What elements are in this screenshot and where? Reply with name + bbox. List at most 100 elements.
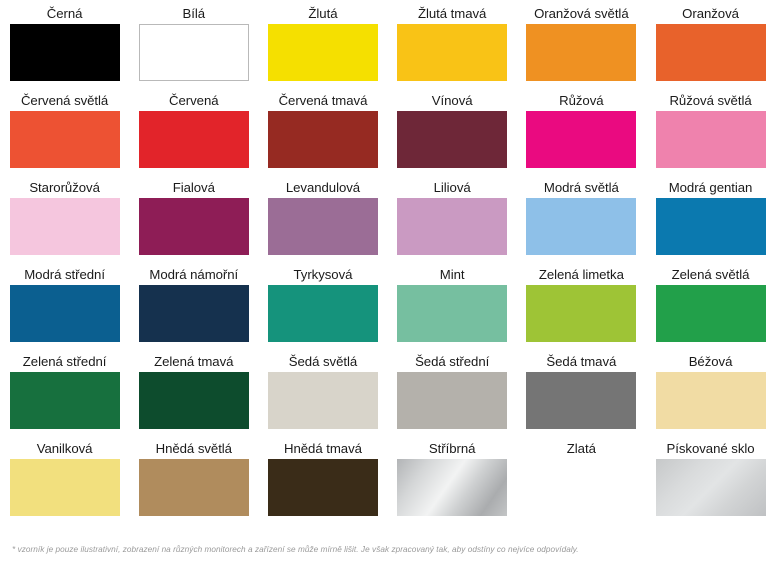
swatch-label: Béžová <box>688 354 733 370</box>
swatch-cell[interactable]: Hnědá tmavá <box>258 439 387 526</box>
swatch-cell[interactable]: Červená tmavá <box>258 91 387 178</box>
swatch-cell[interactable]: Zlatá <box>517 439 646 526</box>
swatch-cell[interactable]: Pískované sklo <box>646 439 775 526</box>
swatch-color-chip[interactable] <box>397 372 508 429</box>
swatch-color-chip[interactable] <box>397 459 508 516</box>
swatch-cell[interactable]: Modrá gentian <box>646 178 775 265</box>
swatch-color-chip[interactable] <box>267 24 378 81</box>
swatch-color-chip[interactable] <box>526 111 637 168</box>
swatch-color-chip[interactable] <box>655 198 766 255</box>
swatch-label: Růžová světlá <box>669 93 752 109</box>
swatch-color-chip[interactable] <box>138 24 249 81</box>
swatch-cell[interactable]: Oranžová světlá <box>517 4 646 91</box>
swatch-label: Vanilková <box>36 441 93 457</box>
swatch-cell[interactable]: Stříbrná <box>388 439 517 526</box>
swatch-cell[interactable]: Červená <box>129 91 258 178</box>
swatch-label: Modrá námořní <box>149 267 239 283</box>
swatch-color-chip[interactable] <box>267 459 378 516</box>
swatch-cell[interactable]: Zelená tmavá <box>129 352 258 439</box>
swatch-cell[interactable]: Vanilková <box>0 439 129 526</box>
footnote-text: * vzorník je pouze ilustrativní, zobraze… <box>12 545 579 555</box>
swatch-cell[interactable]: Zelená limetka <box>517 265 646 352</box>
swatch-color-chip[interactable] <box>9 24 120 81</box>
swatch-color-chip[interactable] <box>9 459 120 516</box>
swatch-cell[interactable]: Zelená světlá <box>646 265 775 352</box>
swatch-cell[interactable]: Modrá světlá <box>517 178 646 265</box>
swatch-label: Zelená tmavá <box>154 354 234 370</box>
swatch-color-chip[interactable] <box>138 198 249 255</box>
swatch-label: Zelená světlá <box>671 267 750 283</box>
swatch-cell[interactable]: Šedá světlá <box>258 352 387 439</box>
swatch-cell[interactable]: Žlutá tmavá <box>388 4 517 91</box>
swatch-color-chip[interactable] <box>526 285 637 342</box>
swatch-cell[interactable]: Šedá tmavá <box>517 352 646 439</box>
swatch-cell[interactable]: Tyrkysová <box>258 265 387 352</box>
swatch-color-chip[interactable] <box>267 198 378 255</box>
swatch-cell[interactable]: Fialová <box>129 178 258 265</box>
swatch-label: Hnědá tmavá <box>284 441 362 457</box>
swatch-color-chip[interactable] <box>9 372 120 429</box>
swatch-cell[interactable]: Vínová <box>388 91 517 178</box>
swatch-cell[interactable]: Modrá námořní <box>129 265 258 352</box>
swatch-color-chip[interactable] <box>9 285 120 342</box>
swatch-color-chip[interactable] <box>397 198 508 255</box>
swatch-color-chip[interactable] <box>9 198 120 255</box>
swatch-cell[interactable]: Šedá střední <box>388 352 517 439</box>
swatch-color-chip[interactable] <box>526 198 637 255</box>
swatch-label: Oranžová <box>682 6 739 22</box>
swatch-cell[interactable]: Oranžová <box>646 4 775 91</box>
swatch-label: Levandulová <box>285 180 361 196</box>
swatch-cell[interactable]: Růžová světlá <box>646 91 775 178</box>
swatch-label: Bílá <box>182 6 206 22</box>
swatch-cell[interactable]: Mint <box>388 265 517 352</box>
swatch-color-chip[interactable] <box>138 459 249 516</box>
swatch-label: Oranžová světlá <box>534 6 629 22</box>
swatch-label: Starorůžová <box>29 180 100 196</box>
swatch-cell[interactable]: Starorůžová <box>0 178 129 265</box>
swatch-cell[interactable]: Černá <box>0 4 129 91</box>
swatch-cell[interactable]: Zelená střední <box>0 352 129 439</box>
swatch-cell[interactable]: Béžová <box>646 352 775 439</box>
swatch-label: Mint <box>439 267 465 283</box>
swatch-color-chip[interactable] <box>655 372 766 429</box>
swatch-label: Šedá střední <box>415 354 490 370</box>
swatch-cell[interactable]: Levandulová <box>258 178 387 265</box>
swatch-label: Stříbrná <box>428 441 476 457</box>
swatch-color-chip[interactable] <box>655 285 766 342</box>
swatch-label: Černá <box>46 6 83 22</box>
swatch-color-chip[interactable] <box>526 459 636 516</box>
swatch-cell[interactable]: Žlutá <box>258 4 387 91</box>
swatch-label: Pískované sklo <box>666 441 755 457</box>
swatch-label: Žlutá tmavá <box>417 6 487 22</box>
swatch-color-chip[interactable] <box>138 111 249 168</box>
swatch-label: Hnědá světlá <box>155 441 232 457</box>
swatch-color-chip[interactable] <box>267 285 378 342</box>
swatch-color-chip[interactable] <box>655 24 766 81</box>
swatch-cell[interactable]: Růžová <box>517 91 646 178</box>
swatch-cell[interactable]: Hnědá světlá <box>129 439 258 526</box>
swatch-label: Červená <box>169 93 219 109</box>
swatch-label: Šedá světlá <box>288 354 358 370</box>
swatch-color-chip[interactable] <box>397 285 508 342</box>
swatch-color-chip[interactable] <box>655 111 766 168</box>
swatch-color-chip[interactable] <box>138 285 249 342</box>
swatch-color-chip[interactable] <box>267 111 378 168</box>
swatch-label: Zelená střední <box>22 354 107 370</box>
swatch-label: Šedá tmavá <box>546 354 617 370</box>
swatch-color-chip[interactable] <box>397 24 508 81</box>
swatch-color-chip[interactable] <box>397 111 508 168</box>
swatch-label: Růžová <box>559 93 604 109</box>
swatch-color-chip[interactable] <box>526 24 637 81</box>
swatch-cell[interactable]: Liliová <box>388 178 517 265</box>
swatch-cell[interactable]: Bílá <box>129 4 258 91</box>
swatch-color-chip[interactable] <box>9 111 120 168</box>
swatch-cell[interactable]: Modrá střední <box>0 265 129 352</box>
swatch-label: Červená tmavá <box>278 93 368 109</box>
swatch-color-chip[interactable] <box>267 372 378 429</box>
swatch-label: Liliová <box>433 180 471 196</box>
swatch-cell[interactable]: Červená světlá <box>0 91 129 178</box>
swatch-color-chip[interactable] <box>138 372 249 429</box>
swatch-color-chip[interactable] <box>526 372 637 429</box>
swatch-color-chip[interactable] <box>655 459 766 516</box>
swatch-label: Fialová <box>172 180 215 196</box>
